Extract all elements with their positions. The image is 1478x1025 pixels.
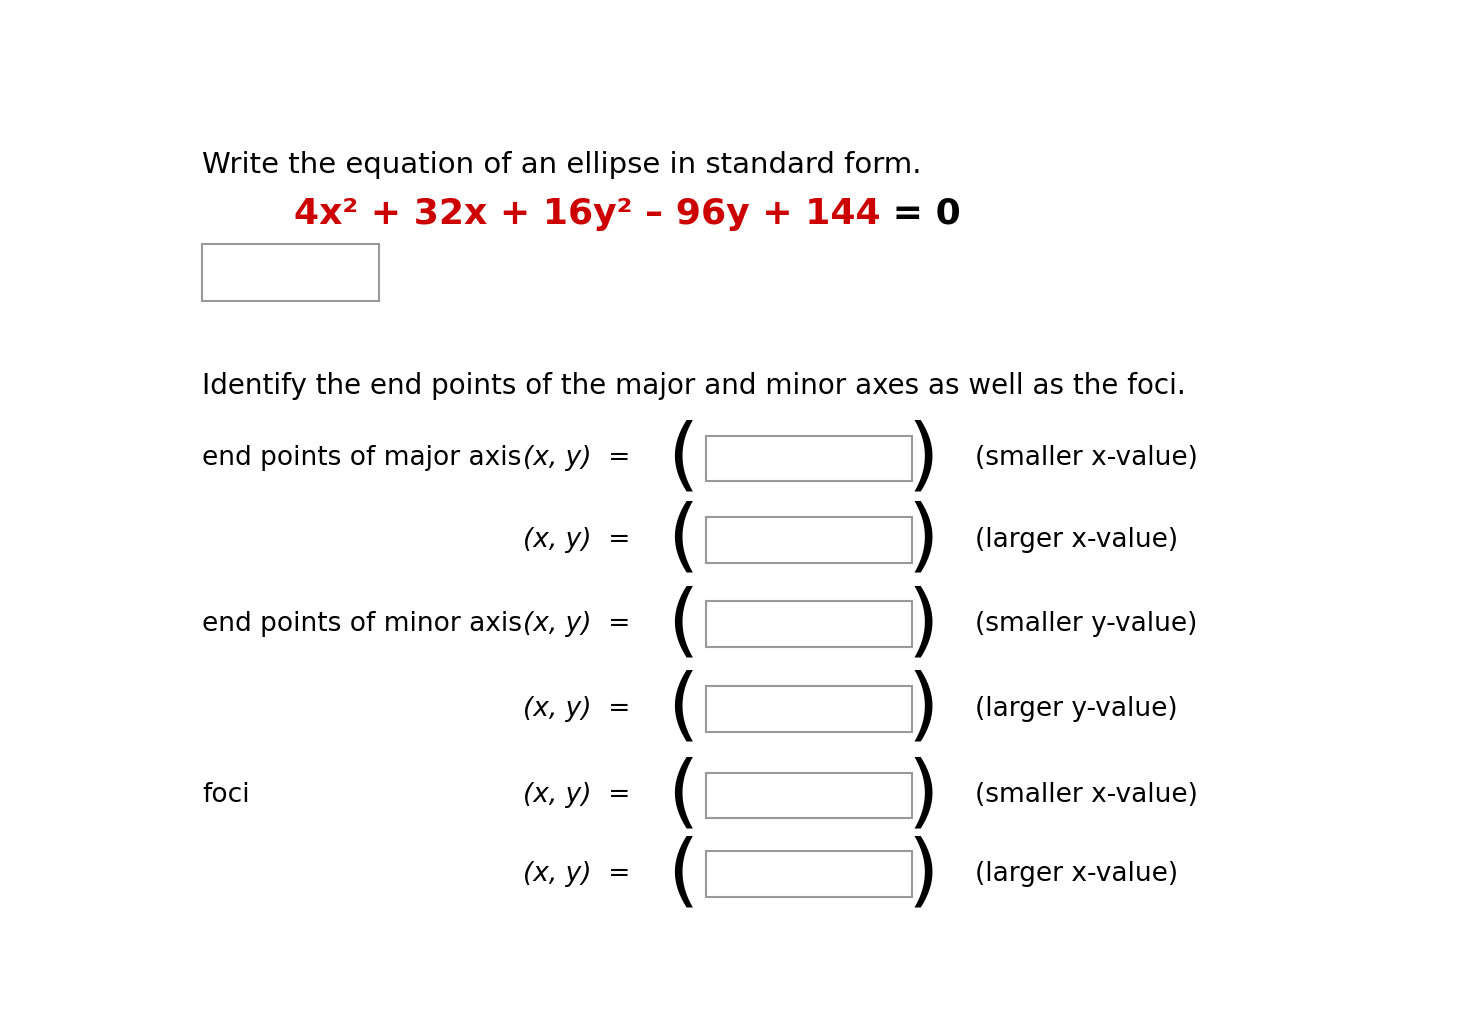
Text: (: ( [668, 756, 699, 834]
Text: Write the equation of an ellipse in standard form.: Write the equation of an ellipse in stan… [202, 151, 921, 178]
Text: (x, y)  =: (x, y) = [523, 611, 630, 638]
Text: (x, y)  =: (x, y) = [523, 782, 630, 809]
Text: (: ( [668, 585, 699, 663]
Text: (larger y-value): (larger y-value) [975, 696, 1178, 722]
FancyBboxPatch shape [202, 244, 380, 300]
FancyBboxPatch shape [706, 517, 912, 563]
Text: (smaller x-value): (smaller x-value) [975, 782, 1199, 809]
Text: (x, y)  =: (x, y) = [523, 446, 630, 472]
Text: end points of minor axis: end points of minor axis [202, 611, 522, 638]
FancyBboxPatch shape [706, 436, 912, 482]
Text: (: ( [668, 419, 699, 497]
Text: ): ) [907, 585, 939, 663]
FancyBboxPatch shape [706, 773, 912, 818]
Text: ): ) [907, 835, 939, 913]
Text: Identify the end points of the major and minor axes as well as the foci.: Identify the end points of the major and… [202, 372, 1185, 400]
Text: (: ( [668, 835, 699, 913]
Text: ): ) [907, 756, 939, 834]
Text: 4x² + 32x + 16y² – 96y + 144: 4x² + 32x + 16y² – 96y + 144 [294, 197, 881, 231]
Text: (: ( [668, 501, 699, 579]
Text: (smaller x-value): (smaller x-value) [975, 446, 1199, 472]
FancyBboxPatch shape [706, 852, 912, 897]
Text: (: ( [668, 669, 699, 747]
Text: (x, y)  =: (x, y) = [523, 527, 630, 552]
Text: (x, y)  =: (x, y) = [523, 861, 630, 888]
Text: foci: foci [202, 782, 250, 809]
Text: (x, y)  =: (x, y) = [523, 696, 630, 722]
Text: ): ) [907, 419, 939, 497]
Text: ): ) [907, 501, 939, 579]
Text: end points of major axis: end points of major axis [202, 446, 522, 472]
Text: ): ) [907, 669, 939, 747]
Text: (larger x-value): (larger x-value) [975, 861, 1178, 888]
Text: = 0: = 0 [881, 197, 961, 231]
Text: (smaller y-value): (smaller y-value) [975, 611, 1197, 638]
FancyBboxPatch shape [706, 602, 912, 647]
FancyBboxPatch shape [706, 686, 912, 732]
Text: (larger x-value): (larger x-value) [975, 527, 1178, 552]
